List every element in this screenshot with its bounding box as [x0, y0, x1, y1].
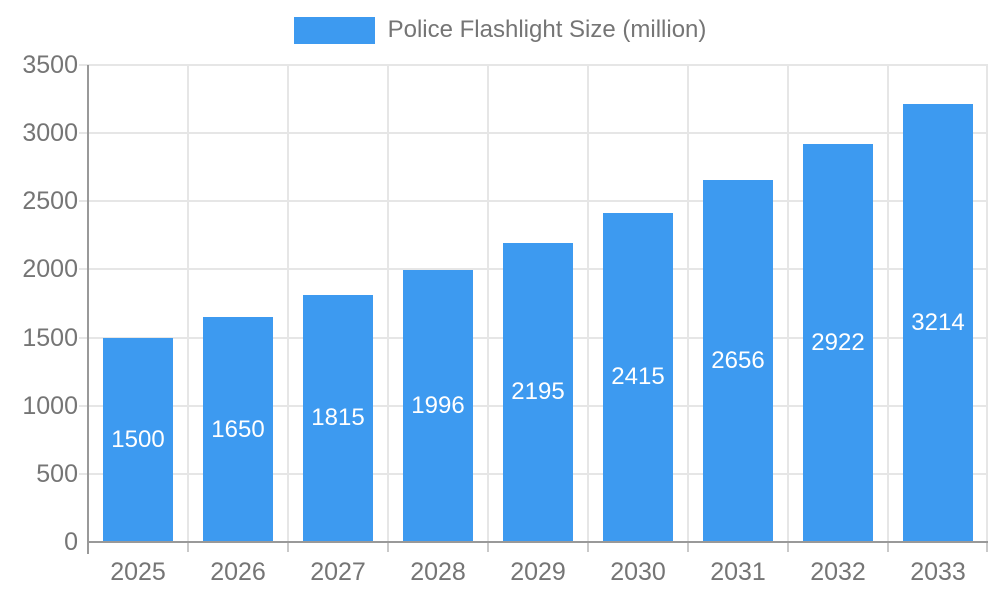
- x-gridline: [587, 65, 589, 542]
- y-axis-tick-label: 0: [64, 528, 78, 556]
- y-axis-tick-label: 1000: [22, 391, 78, 420]
- x-axis-tick-label: 2030: [610, 558, 666, 586]
- bar-2027[interactable]: [303, 294, 373, 542]
- bar-value-label: 1650: [211, 415, 265, 443]
- legend-item[interactable]: Police Flashlight Size (million): [0, 16, 1000, 44]
- x-gridline: [787, 65, 789, 542]
- x-axis-tick-label: 2029: [510, 558, 566, 586]
- bar-value-label: 2195: [511, 378, 565, 406]
- y-axis-tick-label: 1500: [22, 323, 78, 352]
- bar-value-label: 1996: [411, 391, 465, 419]
- y-gridline: [79, 132, 988, 135]
- x-axis-tick: [887, 542, 889, 552]
- x-axis-line: [88, 541, 988, 543]
- bar-2030[interactable]: [603, 212, 673, 542]
- bar-2033[interactable]: [903, 103, 973, 542]
- bar-value-label: 3214: [911, 308, 965, 336]
- y-axis-line: [87, 65, 89, 554]
- x-gridline: [187, 65, 189, 542]
- x-axis-tick-label: 2031: [710, 558, 766, 586]
- x-axis-tick-label: 2027: [310, 558, 366, 586]
- x-gridline: [287, 65, 289, 542]
- x-axis-tick-label: 2028: [410, 558, 466, 586]
- bar-value-label: 2415: [611, 363, 665, 391]
- bar-2032[interactable]: [803, 143, 873, 542]
- x-axis-tick: [287, 542, 289, 552]
- x-axis-tick-label: 2032: [810, 558, 866, 586]
- x-axis-tick: [487, 542, 489, 552]
- y-gridline: [79, 64, 988, 66]
- x-gridline: [687, 65, 689, 542]
- x-axis-tick: [587, 542, 589, 552]
- bar-2026[interactable]: [203, 317, 273, 542]
- y-axis-tick-label: 500: [36, 459, 78, 488]
- x-axis-tick-label: 2033: [910, 558, 966, 586]
- x-gridline: [487, 65, 489, 542]
- bar-value-label: 1815: [311, 404, 365, 432]
- legend-swatch-icon: [293, 16, 375, 44]
- bar-2029[interactable]: [503, 242, 573, 542]
- x-axis-tick: [187, 542, 189, 552]
- y-gridline: [79, 200, 988, 203]
- bar-2028[interactable]: [403, 269, 473, 542]
- y-axis-tick-label: 3500: [22, 51, 78, 79]
- x-axis-tick: [387, 542, 389, 552]
- x-gridline: [887, 65, 889, 542]
- x-axis-tick: [986, 542, 988, 552]
- legend-label: Police Flashlight Size (million): [387, 16, 707, 43]
- y-axis-tick-label: 2000: [22, 255, 78, 284]
- bar-2025[interactable]: [103, 337, 173, 542]
- x-axis-tick-label: 2025: [110, 558, 166, 586]
- x-axis-tick: [687, 542, 689, 552]
- x-gridline: [387, 65, 389, 542]
- bar-value-label: 2656: [711, 347, 765, 374]
- x-axis-tick: [787, 542, 789, 552]
- y-axis-tick-label: 2500: [22, 187, 78, 216]
- bar-2031[interactable]: [703, 180, 773, 542]
- x-axis-tick-label: 2026: [210, 558, 266, 586]
- bar-value-label: 1500: [111, 425, 165, 453]
- bar-value-label: 2922: [811, 328, 865, 356]
- y-axis-tick-label: 3000: [22, 119, 78, 148]
- x-gridline: [986, 65, 988, 542]
- plot-area: 1500 1650 1815 1996 2195 2415 2656 2922 3214: [79, 64, 988, 554]
